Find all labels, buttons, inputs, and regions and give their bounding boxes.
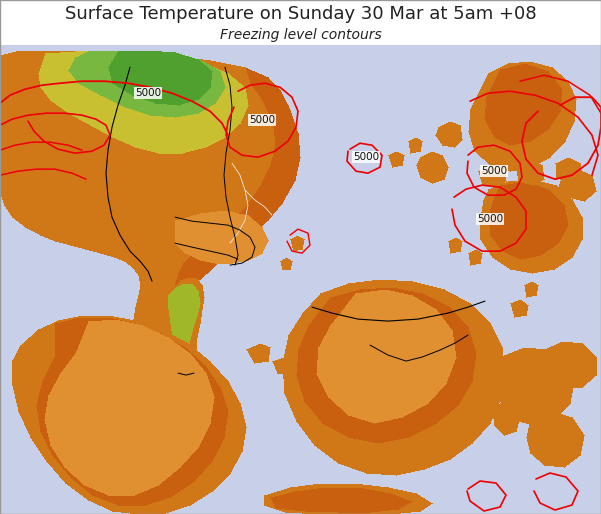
Text: 5000: 5000 bbox=[135, 88, 161, 98]
Text: 5000: 5000 bbox=[353, 152, 379, 162]
Text: Freezing level contours: Freezing level contours bbox=[219, 28, 382, 42]
Text: 5000: 5000 bbox=[249, 115, 275, 125]
Text: Surface Temperature on Sunday 30 Mar at 5am +08: Surface Temperature on Sunday 30 Mar at … bbox=[65, 6, 536, 24]
Text: 5000: 5000 bbox=[481, 166, 507, 176]
Text: 5000: 5000 bbox=[477, 214, 503, 224]
